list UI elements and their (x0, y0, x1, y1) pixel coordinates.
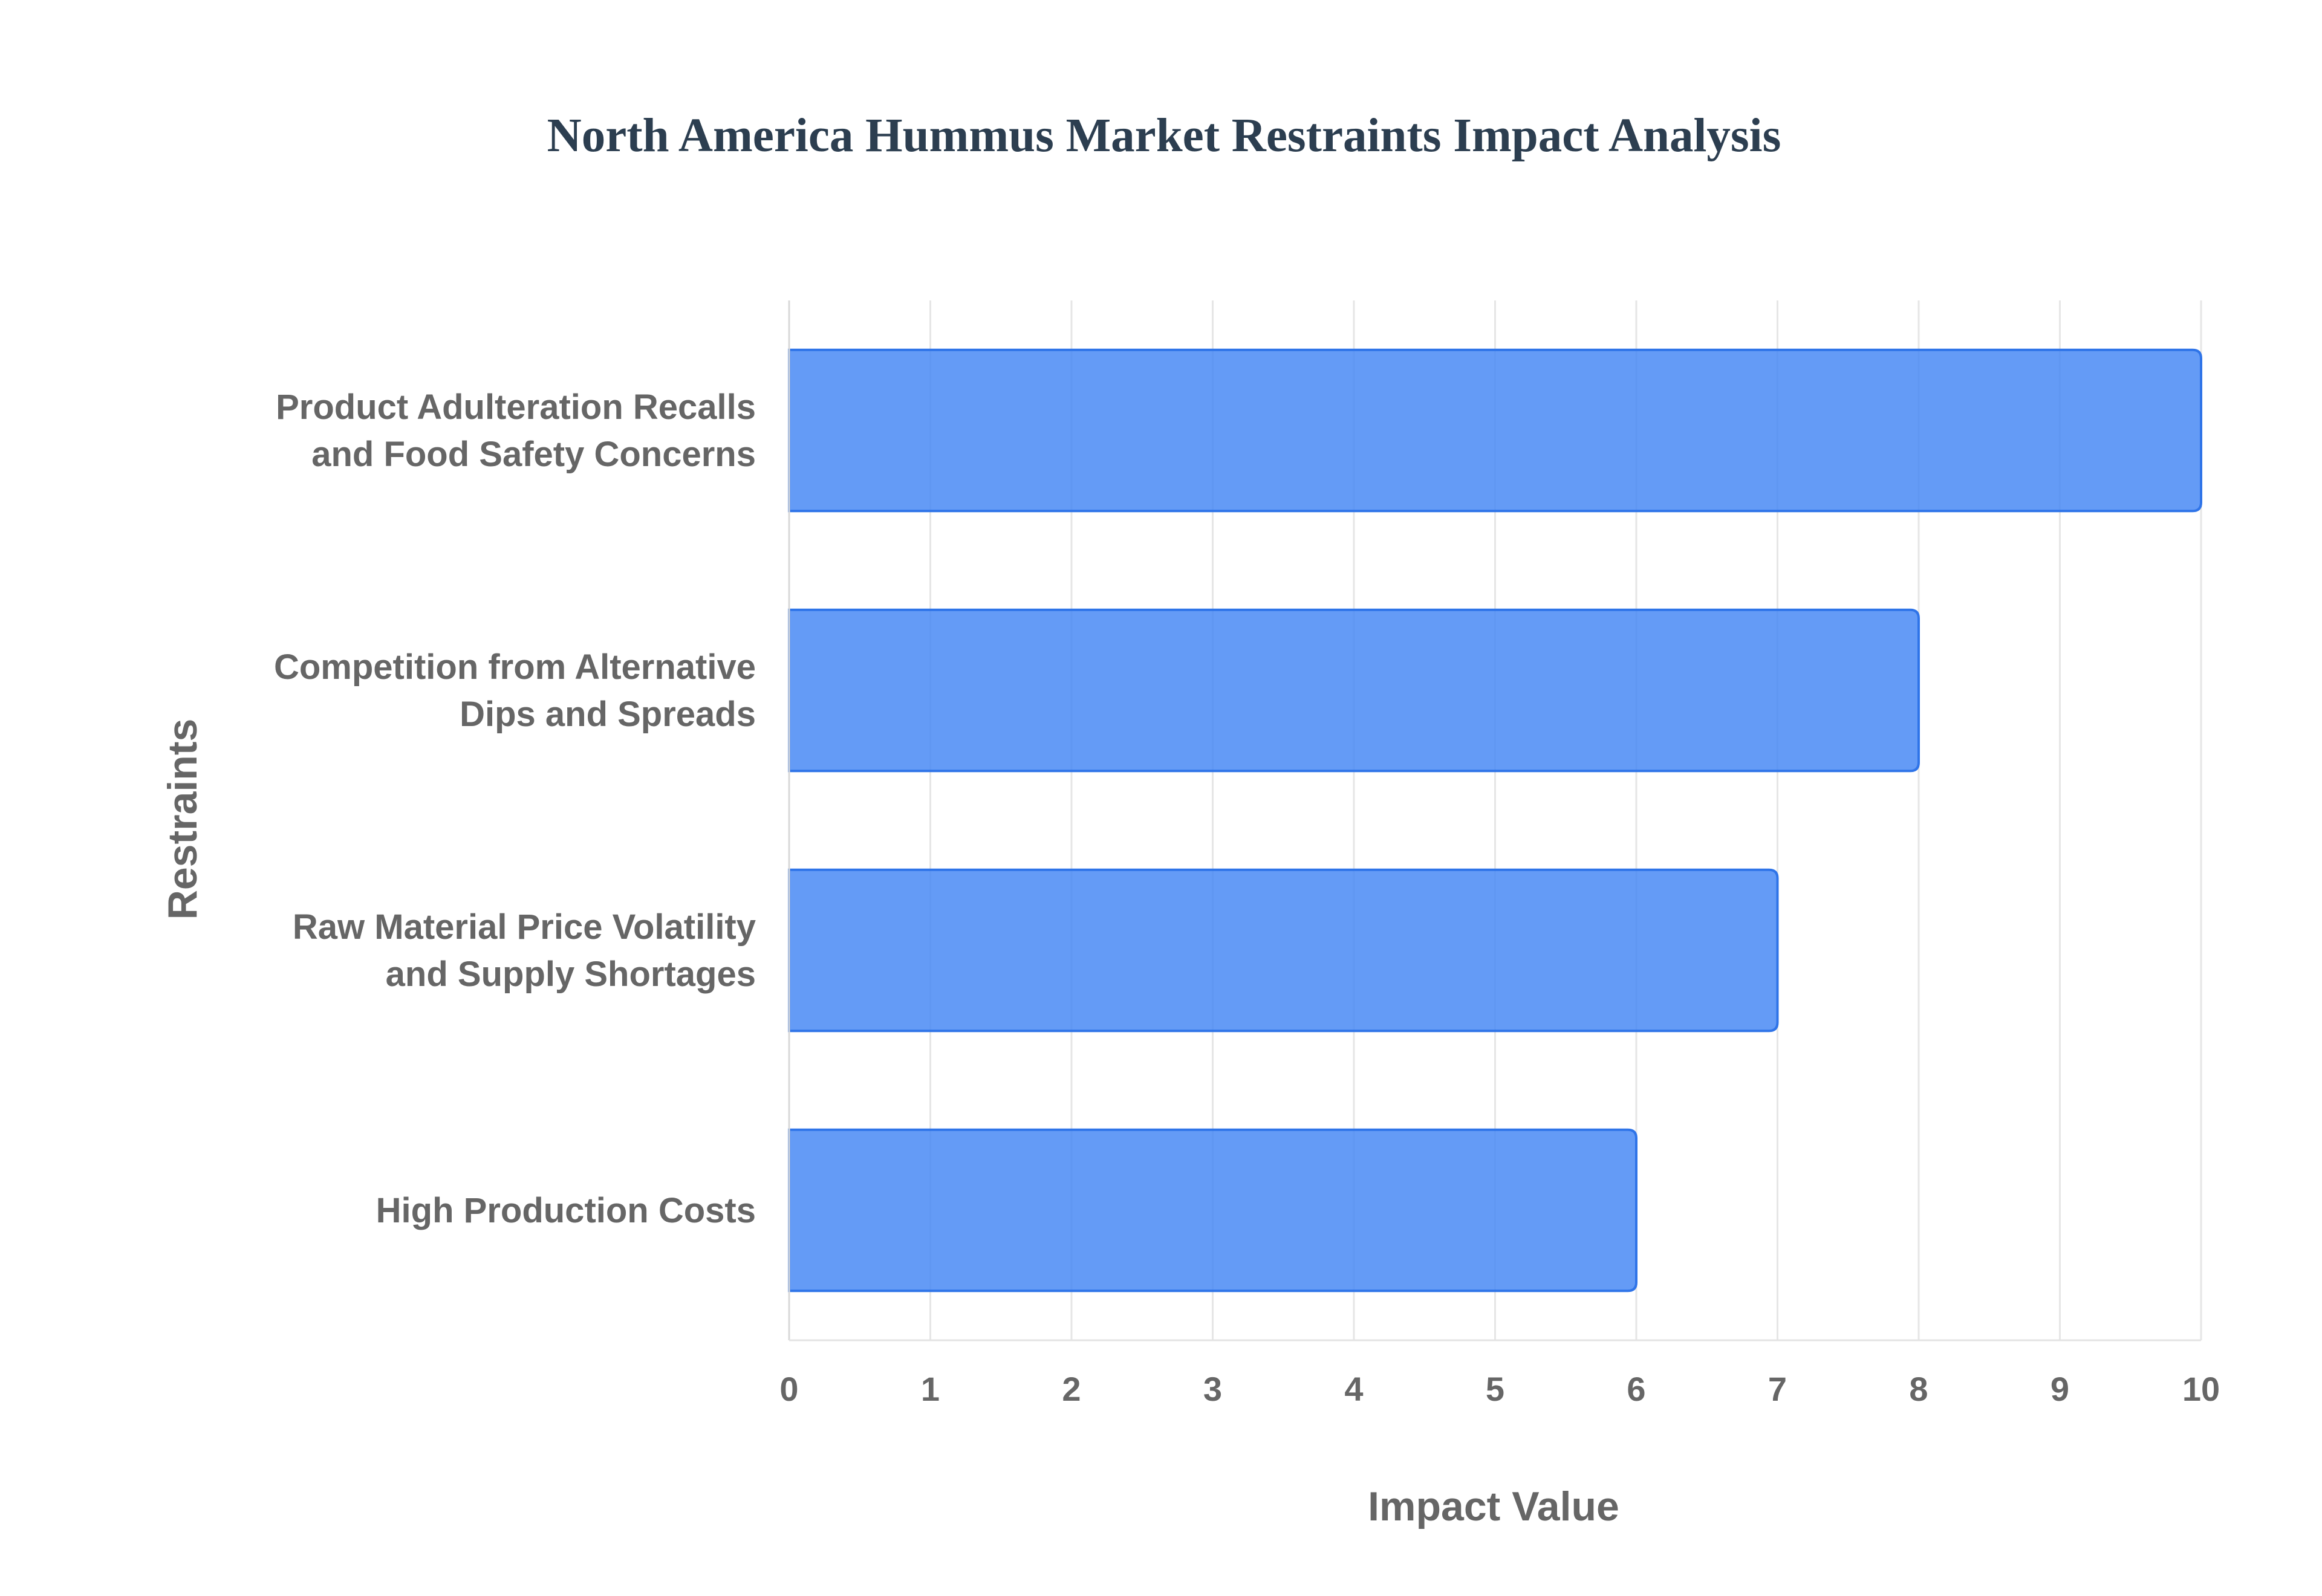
category-labels: Product Adulteration Recalls and Food Saf… (274, 388, 756, 1230)
x-tick-label-5: 5 (1486, 1370, 1504, 1408)
category-label-3-line-0: High Production Costs (376, 1191, 756, 1230)
chart-title: North America Hummus Market Restraints I… (547, 109, 1781, 162)
x-tick-label-0: 0 (779, 1370, 798, 1408)
bar-2 (788, 868, 1779, 1033)
axes (788, 300, 2201, 1341)
x-tick-labels: 0 1 2 3 4 5 6 7 8 9 10 (779, 1370, 2220, 1408)
bars (788, 348, 2202, 1293)
x-tick-label-8: 8 (1909, 1370, 1928, 1408)
category-label-2-line-1: and Supply Shortages (386, 955, 756, 994)
x-tick-label-1: 1 (921, 1370, 940, 1408)
bar-1 (788, 608, 1920, 773)
bar-0 (788, 348, 2202, 513)
x-tick-label-3: 3 (1203, 1370, 1222, 1408)
x-tick-label-9: 9 (2050, 1370, 2069, 1408)
category-label-1-line-0: Competition from Alternative (274, 647, 756, 687)
category-label-0-line-1: and Food Safety Concerns (311, 435, 756, 474)
x-tick-label-2: 2 (1062, 1370, 1081, 1408)
x-axis-title: Impact Value (1368, 1484, 1619, 1529)
bar-3 (788, 1128, 1637, 1293)
x-tick-label-4: 4 (1344, 1370, 1363, 1408)
x-tick-label-6: 6 (1627, 1370, 1645, 1408)
category-label-1-line-1: Dips and Spreads (460, 695, 756, 734)
category-label-2-line-0: Raw Material Price Volatility (293, 907, 756, 947)
category-label-0-line-0: Product Adulteration Recalls (276, 388, 756, 427)
x-tick-label-10: 10 (2182, 1370, 2220, 1408)
x-tick-label-7: 7 (1768, 1370, 1787, 1408)
y-axis-title: Restraints (160, 719, 206, 920)
